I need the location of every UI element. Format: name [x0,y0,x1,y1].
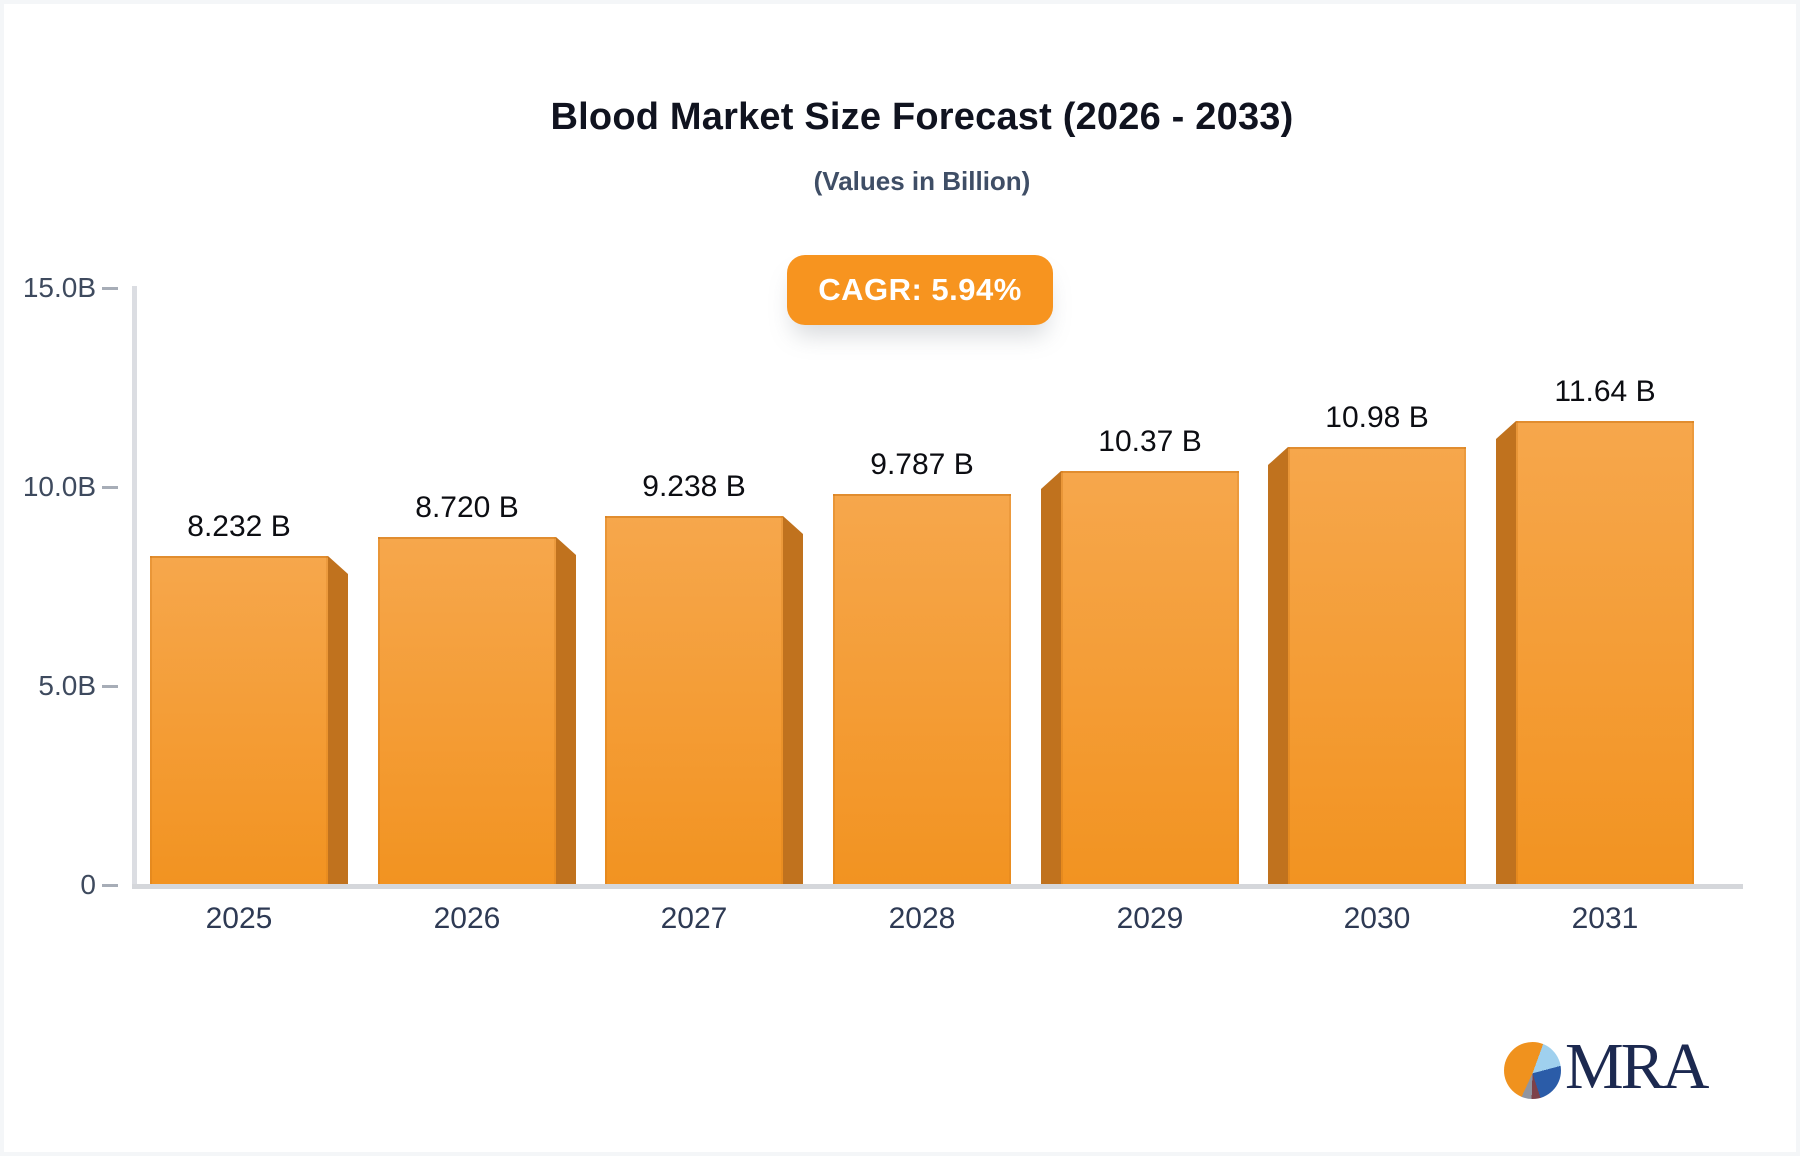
cagr-badge: CAGR: 5.94% [787,255,1053,325]
x-tick-label-2029: 2029 [1116,902,1184,935]
bar-3d-side-2031 [1496,421,1516,884]
x-tick-label-2031: 2031 [1571,902,1639,935]
y-tick-label: 15.0B [22,272,96,303]
bar-2029 [1061,471,1239,884]
bar-value-label-2029: 10.37 B [1098,425,1202,458]
bar-3d-side-2027 [783,516,803,884]
y-tick-mark [102,884,118,887]
y-tick-mark [102,287,118,290]
bar-2027 [605,516,783,884]
y-tick-mark [102,486,118,489]
bar-2025 [150,556,328,884]
mra-logo-text: MRA [1565,1030,1709,1103]
chart-subtitle: (Values in Billion) [813,166,1031,196]
cagr-badge-label: CAGR: 5.94% [818,272,1022,307]
bar-2028 [833,494,1011,884]
y-axis-line [132,286,137,889]
x-tick-label-2026: 2026 [433,902,501,935]
bar-2031 [1516,421,1694,884]
chart-title: Blood Market Size Forecast (2026 - 2033) [550,96,1294,138]
y-tick-mark [102,685,118,688]
mra-logo: MRA [1504,1030,1709,1106]
y-tick-label: 0 [80,869,96,900]
bar-3d-side-2026 [556,537,576,884]
x-axis-baseline [132,884,1743,889]
y-tick-label: 5.0B [38,670,96,701]
bar-3d-side-2029 [1041,471,1061,884]
x-tick-label-2027: 2027 [660,902,728,935]
bar-3d-side-2025 [328,556,348,884]
bar-3d-side-2030 [1268,447,1288,884]
y-tick-label: 10.0B [22,471,96,502]
bar-2030 [1288,447,1466,884]
bar-value-label-2031: 11.64 B [1554,375,1656,408]
bar-value-label-2030: 10.98 B [1325,401,1429,434]
pie-chart-logo-icon [1504,1041,1561,1099]
bar-value-label-2027: 9.238 B [642,470,746,503]
x-tick-label-2025: 2025 [205,902,273,935]
x-tick-label-2030: 2030 [1343,902,1411,935]
bar-value-label-2028: 9.787 B [870,448,974,481]
bar-value-label-2026: 8.720 B [415,491,519,524]
x-tick-label-2028: 2028 [888,902,956,935]
bar-2026 [378,537,556,884]
